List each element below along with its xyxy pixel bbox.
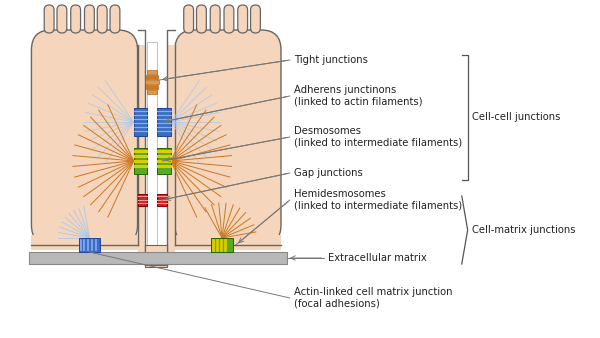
Text: Tight junctions: Tight junctions xyxy=(294,55,368,65)
FancyBboxPatch shape xyxy=(210,5,220,33)
Text: Adherens junctinons
(linked to actin filaments): Adherens junctinons (linked to actin fil… xyxy=(294,85,422,107)
FancyBboxPatch shape xyxy=(31,235,137,250)
FancyBboxPatch shape xyxy=(175,235,281,250)
FancyBboxPatch shape xyxy=(44,5,54,33)
FancyBboxPatch shape xyxy=(71,5,80,33)
PathPatch shape xyxy=(167,45,175,265)
FancyBboxPatch shape xyxy=(97,5,107,33)
Text: Actin-linked cell matrix junction
(focal adhesions): Actin-linked cell matrix junction (focal… xyxy=(294,287,452,309)
FancyBboxPatch shape xyxy=(157,148,171,174)
Text: Desmosomes
(linked to intermediate filaments): Desmosomes (linked to intermediate filam… xyxy=(294,126,462,148)
FancyBboxPatch shape xyxy=(110,5,120,33)
FancyBboxPatch shape xyxy=(134,108,148,136)
Text: Hemidesmosomes
(linked to intermediate filaments): Hemidesmosomes (linked to intermediate f… xyxy=(294,189,462,211)
FancyBboxPatch shape xyxy=(175,30,281,245)
FancyBboxPatch shape xyxy=(148,70,157,74)
FancyBboxPatch shape xyxy=(29,252,287,264)
FancyBboxPatch shape xyxy=(31,30,137,245)
FancyBboxPatch shape xyxy=(137,194,148,206)
FancyBboxPatch shape xyxy=(134,148,148,174)
FancyBboxPatch shape xyxy=(251,5,260,33)
FancyBboxPatch shape xyxy=(146,75,158,79)
FancyBboxPatch shape xyxy=(211,238,233,252)
FancyBboxPatch shape xyxy=(197,5,206,33)
FancyBboxPatch shape xyxy=(285,0,589,338)
PathPatch shape xyxy=(137,45,145,265)
Text: Cell-matrix junctions: Cell-matrix junctions xyxy=(472,225,575,235)
FancyBboxPatch shape xyxy=(57,5,67,33)
FancyBboxPatch shape xyxy=(146,85,158,89)
FancyBboxPatch shape xyxy=(85,5,94,33)
Text: Gap junctions: Gap junctions xyxy=(294,168,362,178)
FancyBboxPatch shape xyxy=(145,80,159,84)
Text: Cell-cell junctions: Cell-cell junctions xyxy=(472,113,560,122)
Text: Extracellular matrix: Extracellular matrix xyxy=(328,253,427,263)
FancyBboxPatch shape xyxy=(184,5,194,33)
FancyBboxPatch shape xyxy=(238,5,248,33)
FancyBboxPatch shape xyxy=(148,42,157,252)
FancyBboxPatch shape xyxy=(157,108,171,136)
FancyBboxPatch shape xyxy=(79,238,100,252)
FancyBboxPatch shape xyxy=(148,90,157,94)
FancyBboxPatch shape xyxy=(145,245,167,267)
FancyBboxPatch shape xyxy=(224,5,234,33)
FancyBboxPatch shape xyxy=(157,194,167,206)
